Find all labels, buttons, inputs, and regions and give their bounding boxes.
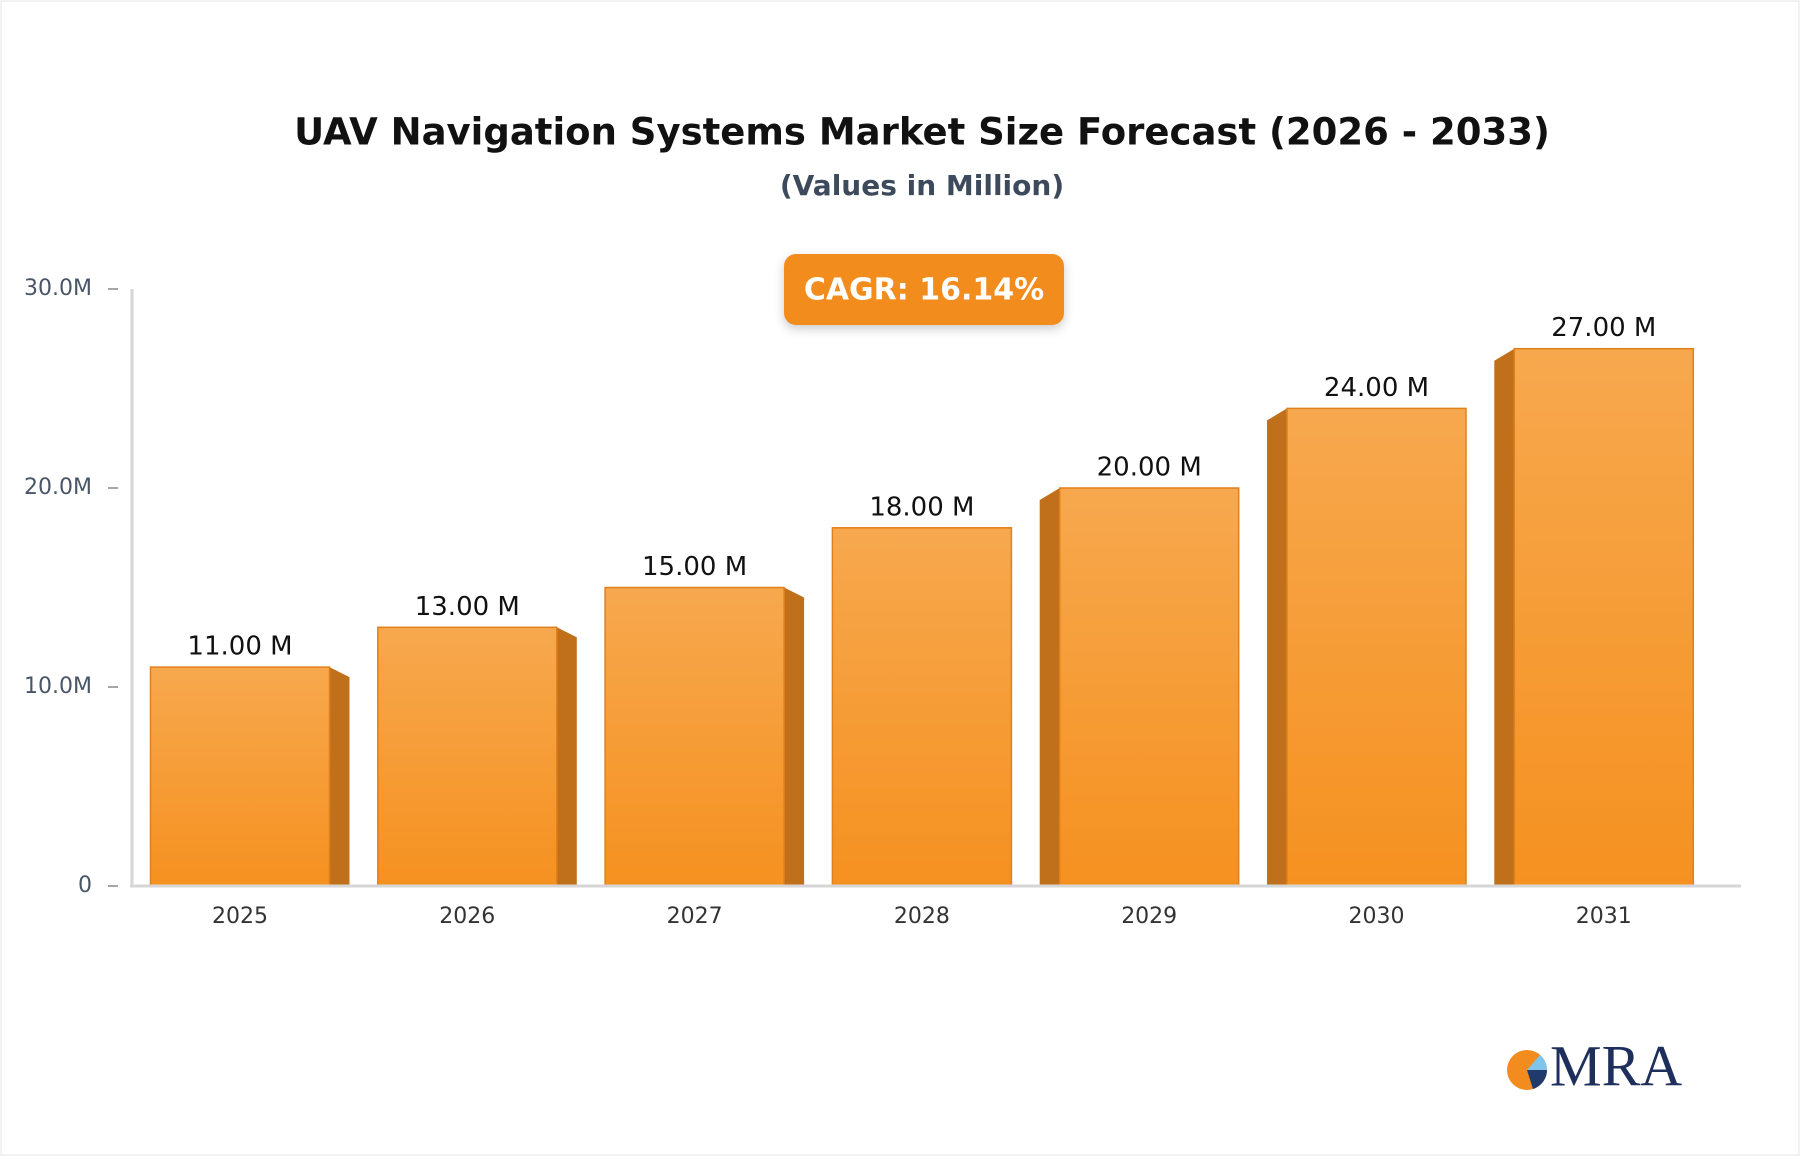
y-tick-label: 30.0M bbox=[24, 276, 92, 301]
cagr-badge bbox=[784, 254, 1064, 325]
x-tick-label: 2031 bbox=[1576, 904, 1632, 929]
chart-subtitle: (Values in Million) bbox=[780, 169, 1064, 202]
logo: MRA bbox=[1507, 1033, 1682, 1098]
y-tick-label: 20.0M bbox=[24, 475, 92, 500]
chart-title: UAV Navigation Systems Market Size Forec… bbox=[294, 111, 1550, 154]
y-tick-label: 0 bbox=[78, 873, 92, 898]
bar bbox=[377, 626, 558, 887]
logo-icon-slice bbox=[1527, 1055, 1547, 1070]
x-tick-label: 2030 bbox=[1349, 904, 1405, 929]
x-tick-label: 2029 bbox=[1121, 904, 1177, 929]
x-tick-label: 2026 bbox=[439, 904, 495, 929]
bar-side bbox=[1039, 488, 1060, 886]
bar-side bbox=[1494, 348, 1515, 886]
logo-text: MRA bbox=[1550, 1033, 1682, 1098]
bar bbox=[1058, 487, 1240, 887]
bar-side bbox=[556, 627, 577, 886]
bar-side bbox=[329, 667, 350, 886]
bar bbox=[604, 586, 785, 887]
value-label: 13.00 M bbox=[415, 592, 520, 622]
value-label: 11.00 M bbox=[187, 632, 292, 662]
bar bbox=[1286, 407, 1467, 887]
bar bbox=[149, 666, 331, 887]
bar bbox=[831, 527, 1013, 887]
value-label: 24.00 M bbox=[1324, 373, 1429, 403]
value-label: 20.00 M bbox=[1097, 453, 1202, 483]
value-label: 15.00 M bbox=[642, 552, 747, 582]
bar-side bbox=[784, 587, 805, 886]
cagr-text: CAGR: 16.14% bbox=[804, 273, 1044, 308]
bar bbox=[1513, 347, 1695, 887]
y-tick-label: 10.0M bbox=[24, 674, 92, 699]
logo-icon-slice bbox=[1527, 1070, 1547, 1089]
x-tick-label: 2028 bbox=[894, 904, 950, 929]
x-tick-label: 2027 bbox=[667, 904, 723, 929]
x-tick-label: 2025 bbox=[212, 904, 268, 929]
value-label: 18.00 M bbox=[869, 492, 974, 522]
bar-side bbox=[1267, 408, 1287, 886]
value-label: 27.00 M bbox=[1551, 313, 1656, 343]
